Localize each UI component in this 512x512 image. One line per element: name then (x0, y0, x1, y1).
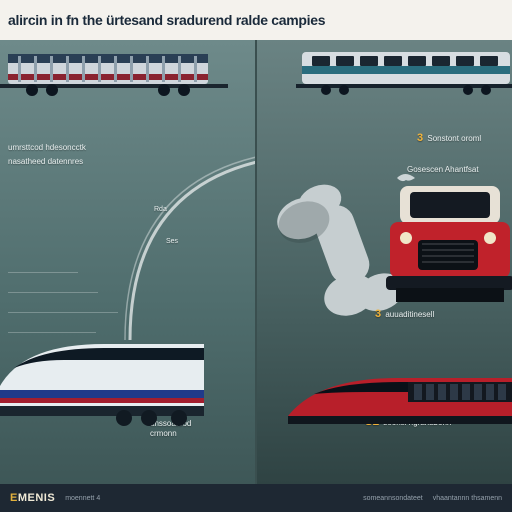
gridline (8, 312, 118, 313)
left-panel: umrsttcod hdesoncctk nasatheed datennres… (0, 40, 255, 484)
label-text: 3 Sonstont oroml (417, 132, 481, 144)
bullet-train-illustration (0, 336, 204, 432)
header-bar: alircin in fn the ürtesand sradurend ral… (0, 0, 512, 40)
footer-brand: EMENIS (10, 492, 55, 504)
brand-main: MENIS (18, 492, 55, 504)
label-text: Gosescen Ahantfsat (407, 166, 479, 175)
label-caption: Gosescen Ahantfsat (407, 165, 479, 174)
commuter-train-illustration (296, 48, 512, 100)
label-text: umrsttcod hdesoncctk (8, 144, 86, 153)
footer-credit: vhaantannn thsamenn (433, 495, 502, 502)
label-text: Rda (154, 206, 167, 214)
label-caption: Sonstont oroml (427, 134, 481, 143)
label-number: 3 (417, 132, 423, 144)
highspeed-train-illustration (288, 372, 512, 430)
label-text: nasatheed datennres (8, 158, 83, 167)
gridline (8, 292, 98, 293)
page-title: alircin in fn the ürtesand sradurend ral… (8, 12, 325, 28)
brand-accent: E (10, 492, 18, 504)
gridline (8, 332, 96, 333)
red-locomotive-illustration (370, 180, 512, 310)
curve-arc-icon (120, 150, 255, 350)
label-caption: auuaditinesell (385, 310, 434, 319)
footer-bar: EMENIS moennett 4 someannsondateet vhaan… (0, 484, 512, 512)
panels-row: umrsttcod hdesoncctk nasatheed datennres… (0, 40, 512, 484)
right-panel: 3 Sonstont oroml Gosescen Ahantfsat 8 an… (257, 40, 512, 484)
footer-subtext: moennett 4 (65, 495, 100, 502)
footer-credit: someannsondateet (363, 495, 423, 502)
infographic-page: alircin in fn the ürtesand sradurend ral… (0, 0, 512, 512)
freight-train-illustration (0, 46, 228, 100)
label-text: Ses (166, 238, 178, 246)
gridline (8, 272, 78, 273)
